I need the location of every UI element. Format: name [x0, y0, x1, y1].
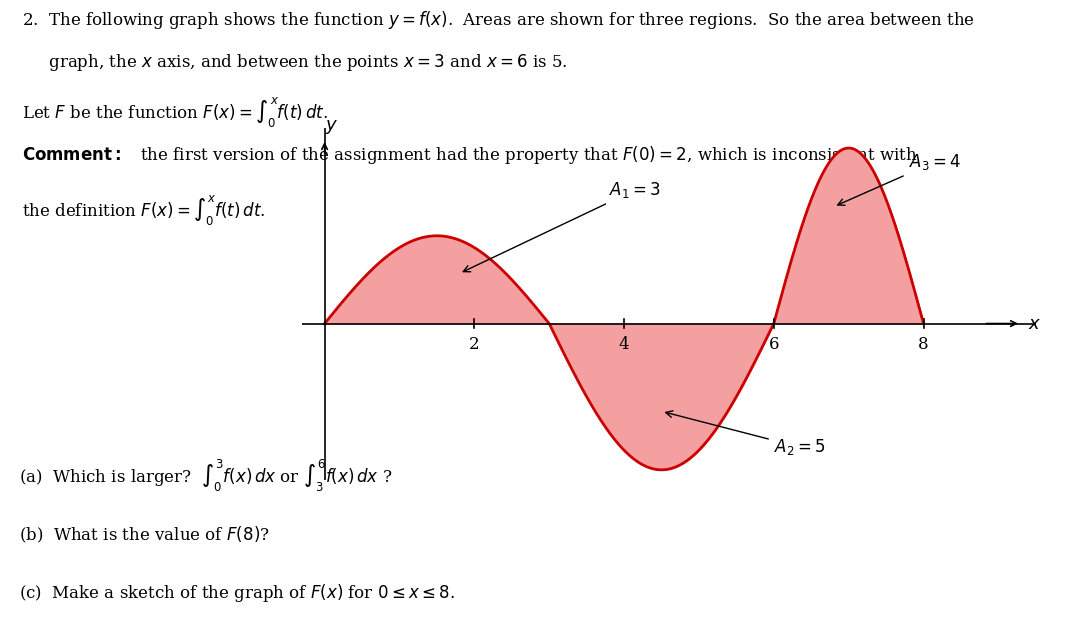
Text: 4: 4 [618, 336, 629, 353]
Text: Let $F$ be the function $F(x) = \int_0^x f(t)\,dt$.: Let $F$ be the function $F(x) = \int_0^x… [22, 95, 327, 129]
Text: (a)  Which is larger?  $\int_0^3 f(x)\,dx$ or $\int_3^6 f(x)\,dx$ ?: (a) Which is larger? $\int_0^3 f(x)\,dx$… [19, 458, 393, 493]
Text: 6: 6 [768, 336, 779, 353]
Text: 8: 8 [918, 336, 929, 353]
Text: graph, the $x$ axis, and between the points $x = 3$ and $x = 6$ is 5.: graph, the $x$ axis, and between the poi… [22, 52, 568, 73]
Text: the definition $F(x) = \int_0^x f(t)\,dt$.: the definition $F(x) = \int_0^x f(t)\,dt… [22, 193, 265, 227]
Text: $\mathbf{Comment:}$   the first version of the assignment had the property that : $\mathbf{Comment:}$ the first version of… [22, 144, 917, 166]
Text: $x$: $x$ [1028, 314, 1041, 333]
Text: (b)  What is the value of $F(8)$?: (b) What is the value of $F(8)$? [19, 525, 270, 545]
Text: 2.  The following graph shows the function $y = f(x)$.  Areas are shown for thre: 2. The following graph shows the functio… [22, 8, 974, 31]
Text: $A_2 = 5$: $A_2 = 5$ [666, 411, 825, 457]
Text: $y$: $y$ [326, 118, 339, 136]
Text: $A_3 = 4$: $A_3 = 4$ [837, 152, 960, 205]
Text: 2: 2 [469, 336, 480, 353]
Text: (c)  Make a sketch of the graph of $F(x)$ for $0 \leq x \leq 8$.: (c) Make a sketch of the graph of $F(x)$… [19, 582, 455, 604]
Text: $A_1 = 3$: $A_1 = 3$ [463, 180, 661, 272]
